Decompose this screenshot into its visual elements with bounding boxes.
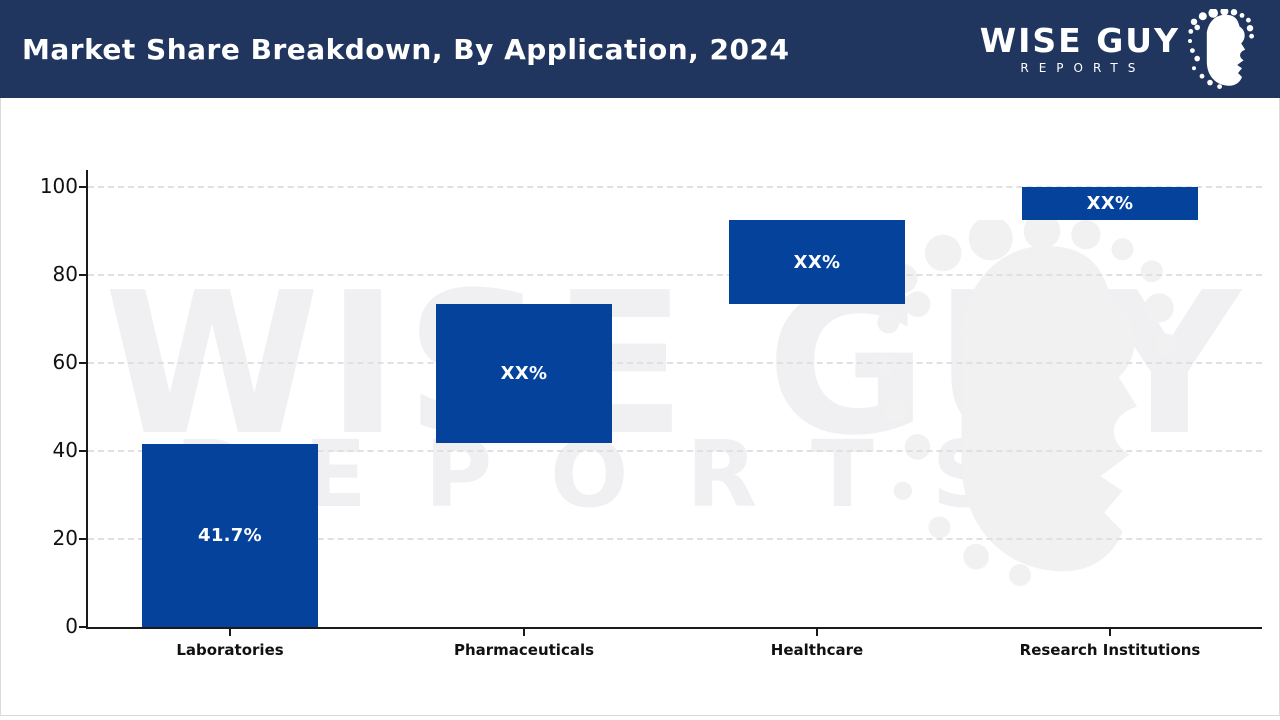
x-tick-mark bbox=[229, 627, 231, 636]
x-axis-label: Research Institutions bbox=[1019, 641, 1201, 659]
brand-subname: REPORTS bbox=[1020, 61, 1146, 75]
x-axis-label: Laboratories bbox=[176, 641, 284, 659]
y-tick-mark bbox=[79, 186, 88, 188]
gridline-y100 bbox=[88, 186, 1262, 188]
y-tick-mark bbox=[79, 626, 88, 628]
x-tick-mark bbox=[1109, 627, 1111, 636]
y-tick-mark bbox=[79, 274, 88, 276]
waterfall-bar-pharmaceuticals: XX% bbox=[436, 304, 612, 444]
bar-value-label: 41.7% bbox=[198, 524, 262, 546]
x-axis-label: Pharmaceuticals bbox=[453, 641, 595, 659]
watermark-face-logo-icon bbox=[875, 220, 1178, 586]
waterfall-bar-healthcare: XX% bbox=[729, 220, 905, 305]
waterfall-bar-research-institutions: XX% bbox=[1022, 187, 1198, 220]
x-axis-line bbox=[86, 627, 1262, 629]
brand-logo: WISE GUY REPORTS bbox=[980, 8, 1258, 90]
y-tick-label: 60 bbox=[52, 350, 78, 374]
header-bar: Market Share Breakdown, By Application, … bbox=[0, 0, 1280, 98]
y-tick-mark bbox=[79, 362, 88, 364]
y-tick-label: 40 bbox=[52, 438, 78, 462]
brand-name: WISE GUY bbox=[979, 21, 1180, 60]
x-axis-label: Healthcare bbox=[770, 641, 864, 659]
waterfall-bar-laboratories: 41.7% bbox=[142, 443, 318, 627]
gridline-y60 bbox=[88, 362, 1262, 364]
y-tick-label: 20 bbox=[52, 526, 78, 550]
brand-face-logo-icon bbox=[1188, 9, 1254, 89]
y-axis-line bbox=[86, 170, 88, 629]
gridline-y20 bbox=[88, 538, 1262, 540]
y-tick-label: 0 bbox=[65, 614, 78, 638]
x-tick-mark bbox=[816, 627, 818, 636]
y-tick-label: 80 bbox=[52, 262, 78, 286]
bar-value-label: XX% bbox=[500, 363, 548, 385]
y-tick-mark bbox=[79, 450, 88, 452]
gridline-y80 bbox=[88, 274, 1262, 276]
x-tick-mark bbox=[523, 627, 525, 636]
bar-value-label: XX% bbox=[793, 251, 841, 273]
brand-wordmark: WISE GUY REPORTS bbox=[979, 21, 1180, 76]
page-title: Market Share Breakdown, By Application, … bbox=[22, 32, 790, 66]
bar-value-label: XX% bbox=[1086, 193, 1134, 214]
gridline-y40 bbox=[88, 450, 1262, 452]
y-tick-label: 100 bbox=[39, 174, 78, 198]
y-tick-mark bbox=[79, 538, 88, 540]
